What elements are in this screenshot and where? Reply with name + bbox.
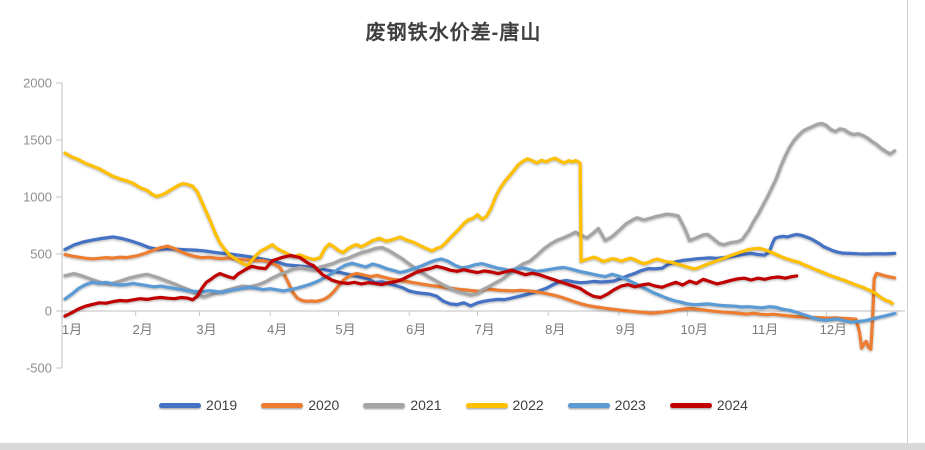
legend-item-2021: 2021 <box>363 397 442 413</box>
y-axis-label: 500 <box>30 247 52 262</box>
legend-swatch-2019 <box>159 402 202 408</box>
y-axis-label: 0 <box>45 304 52 319</box>
x-axis-label: 5月 <box>335 322 355 337</box>
legend: 2019 2020 2021 2022 2023 2024 <box>0 397 907 413</box>
x-axis-label: 7月 <box>474 322 494 337</box>
chart-frame: 废钢铁水价差-唐山 2000 1500 1000 500 0 -500 1月 2月 3月 4月 5月… <box>0 22 907 413</box>
legend-item-2023: 2023 <box>567 397 646 413</box>
legend-swatch-2023 <box>567 402 610 408</box>
x-axis-label: 4月 <box>267 322 287 337</box>
x-axis-label: 12月 <box>820 322 847 337</box>
x-axis-label: 2月 <box>133 322 153 337</box>
legend-item-2022: 2022 <box>465 397 544 413</box>
x-axis-label: 9月 <box>616 322 636 337</box>
legend-label: 2023 <box>614 397 646 413</box>
y-axis-label: 1000 <box>23 190 52 205</box>
legend-item-2020: 2020 <box>261 397 339 413</box>
x-axis-label: 11月 <box>752 322 779 337</box>
plot-area: 2000 1500 1000 500 0 -500 1月 2月 3月 4月 5月 6月 7月 8月 9月 10… <box>23 76 905 376</box>
y-axis-label: 1500 <box>23 133 52 148</box>
legend-label: 2021 <box>410 397 442 413</box>
legend-label: 2020 <box>308 397 340 413</box>
chart-title: 废钢铁水价差-唐山 <box>365 22 542 44</box>
frame-edge-bottom <box>0 443 925 450</box>
series-line-2022 <box>63 151 895 306</box>
legend-item-2019: 2019 <box>159 397 237 413</box>
legend-label: 2024 <box>716 397 748 413</box>
legend-swatch-2022 <box>465 402 508 408</box>
legend-item-2024: 2024 <box>669 397 748 413</box>
legend-swatch-2021 <box>363 402 406 408</box>
series-line-2019 <box>63 232 897 308</box>
y-axis-label: 2000 <box>23 76 52 91</box>
series-line-2021 <box>63 121 897 299</box>
x-axis-label: 6月 <box>406 322 426 337</box>
legend-swatch-2024 <box>669 402 712 408</box>
legend-label: 2022 <box>512 397 544 413</box>
series-line-2024 <box>63 253 799 318</box>
x-axis-label: 1月 <box>62 322 82 337</box>
x-axis-label: 3月 <box>196 322 216 337</box>
frame-edge-right <box>907 0 908 443</box>
x-axis-label: 10月 <box>681 322 708 337</box>
y-axis-label: -500 <box>26 361 52 376</box>
series-line-2023 <box>63 257 897 324</box>
legend-label: 2019 <box>206 397 238 413</box>
legend-swatch-2020 <box>261 402 304 408</box>
x-axis-label: 8月 <box>545 322 565 337</box>
